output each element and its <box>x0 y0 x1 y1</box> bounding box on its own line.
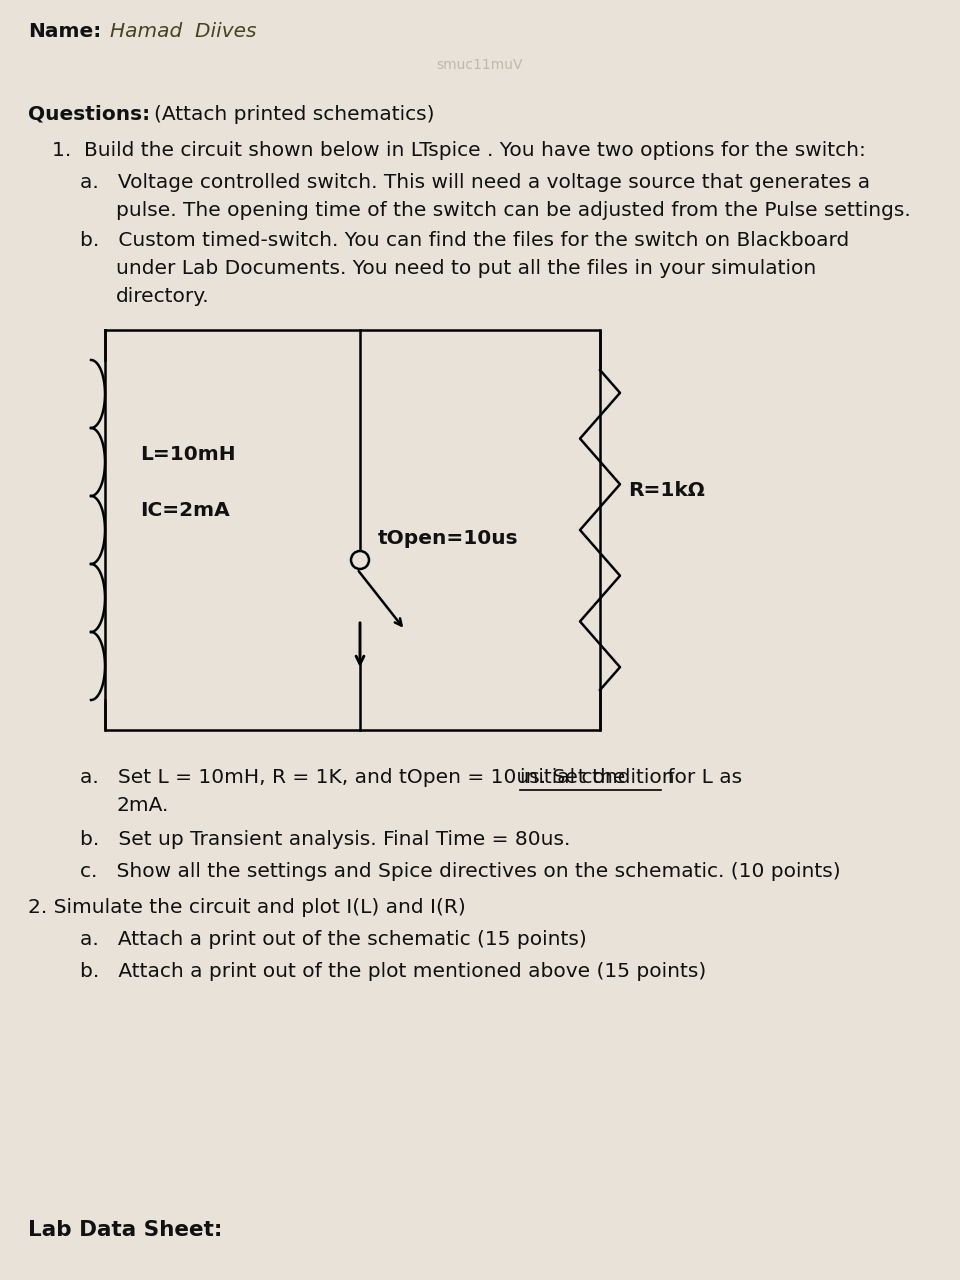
Text: a.   Voltage controlled switch. This will need a voltage source that generates a: a. Voltage controlled switch. This will … <box>80 173 870 192</box>
Text: a.   Attach a print out of the schematic (15 points): a. Attach a print out of the schematic (… <box>80 931 587 948</box>
Text: L=10mH: L=10mH <box>140 445 235 465</box>
Text: Questions:: Questions: <box>28 105 150 124</box>
Text: 1.  Build the circuit shown below in LTspice . You have two options for the swit: 1. Build the circuit shown below in LTsp… <box>52 141 866 160</box>
Text: tOpen=10us: tOpen=10us <box>378 529 518 548</box>
Text: for L as: for L as <box>661 768 742 787</box>
Circle shape <box>351 550 369 570</box>
Text: a.   Set L = 10mH, R = 1K, and tOpen = 10us. Set the: a. Set L = 10mH, R = 1K, and tOpen = 10u… <box>80 768 632 787</box>
Text: 2mA.: 2mA. <box>116 796 168 815</box>
Text: Lab Data Sheet:: Lab Data Sheet: <box>28 1220 223 1240</box>
Text: smuc11muV: smuc11muV <box>437 58 523 72</box>
Text: Hamad  Diives: Hamad Diives <box>110 22 256 41</box>
Text: 2. Simulate the circuit and plot I(L) and I(R): 2. Simulate the circuit and plot I(L) an… <box>28 899 466 916</box>
Text: b.   Custom timed-switch. You can find the files for the switch on Blackboard: b. Custom timed-switch. You can find the… <box>80 230 850 250</box>
Text: c.   Show all the settings and Spice directives on the schematic. (10 points): c. Show all the settings and Spice direc… <box>80 861 841 881</box>
Text: pulse. The opening time of the switch can be adjusted from the Pulse settings.: pulse. The opening time of the switch ca… <box>116 201 911 220</box>
Text: under Lab Documents. You need to put all the files in your simulation: under Lab Documents. You need to put all… <box>116 259 816 278</box>
Text: R=1kΩ: R=1kΩ <box>628 480 705 499</box>
Text: directory.: directory. <box>116 287 209 306</box>
Text: b.   Attach a print out of the plot mentioned above (15 points): b. Attach a print out of the plot mentio… <box>80 963 707 980</box>
Text: initial condition: initial condition <box>520 768 675 787</box>
Text: IC=2mA: IC=2mA <box>140 500 229 520</box>
Text: (Attach printed schematics): (Attach printed schematics) <box>154 105 435 124</box>
Text: Name:: Name: <box>28 22 101 41</box>
Text: b.   Set up Transient analysis. Final Time = 80us.: b. Set up Transient analysis. Final Time… <box>80 829 570 849</box>
